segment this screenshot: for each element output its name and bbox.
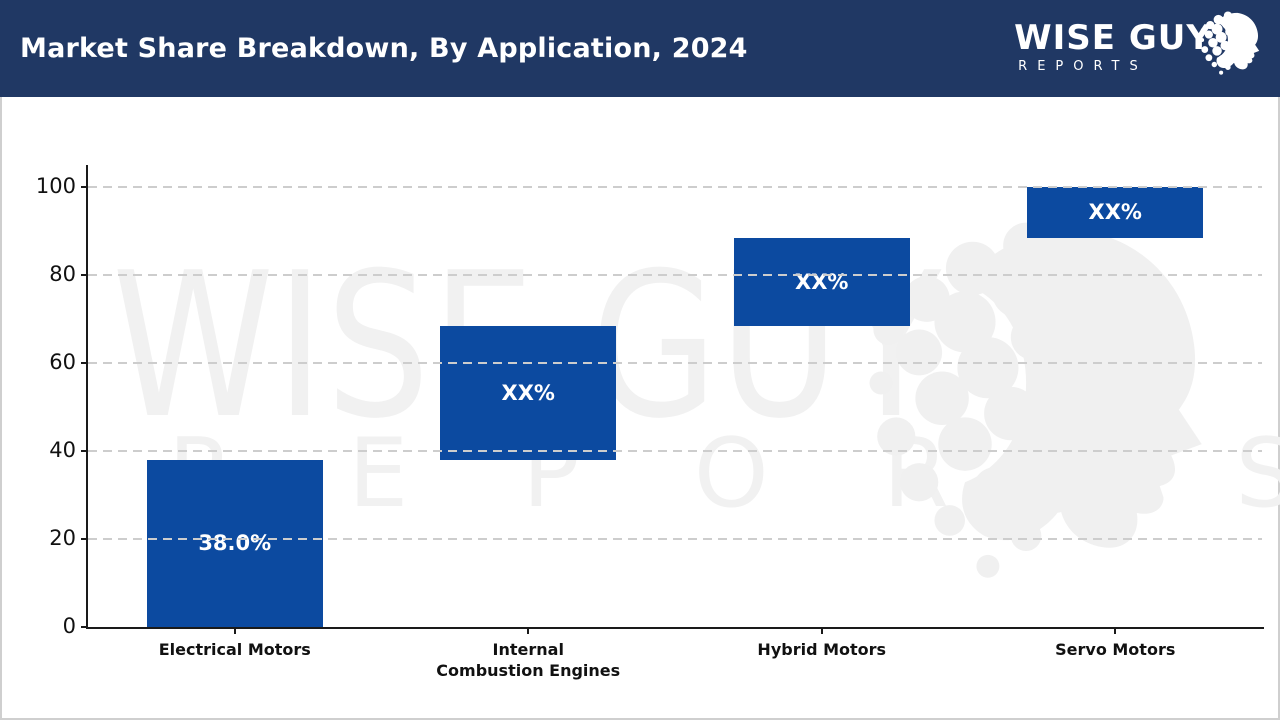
page-border-bottom: [0, 718, 1280, 720]
page-border-left: [0, 97, 2, 720]
bar-value-label: XX%: [1088, 200, 1142, 225]
x-tick-mark-3: [1114, 627, 1117, 634]
page-border-right: [1278, 97, 1280, 720]
y-tick-mark-0: [81, 626, 88, 628]
wiseguy-logo: WISE GUY REPORTS: [1014, 10, 1266, 85]
y-axis-line: [86, 165, 88, 629]
header-bar: Market Share Breakdown, By Application, …: [0, 0, 1280, 97]
y-tick-mark-40: [81, 450, 88, 452]
bar-internal-combustion-engines: XX%: [440, 325, 617, 460]
y-tick-label-100: 100: [35, 174, 76, 198]
x-category-label: Internal Combustion Engines: [436, 640, 621, 680]
gridline-80: [88, 274, 1262, 276]
logo-subtitle: REPORTS: [1018, 59, 1148, 75]
x-category-label: Hybrid Motors: [757, 640, 887, 659]
y-tick-label-40: 40: [49, 438, 76, 462]
y-tick-mark-100: [81, 186, 88, 188]
wiseguy-logo-text: WISE GUY REPORTS: [1014, 17, 1212, 75]
bar-value-label: 38.0%: [198, 531, 272, 556]
y-tick-label-0: 0: [62, 614, 76, 638]
x-category-label: Electrical Motors: [158, 640, 311, 659]
gridline-40: [88, 450, 1262, 452]
y-tick-mark-80: [81, 274, 88, 276]
y-tick-mark-20: [81, 538, 88, 540]
gridline-60: [88, 362, 1262, 364]
x-tick-mark-2: [820, 627, 823, 634]
plot-area: 38.0% XX% XX% XX%: [88, 165, 1262, 627]
x-tick-mark-0: [233, 627, 236, 634]
bar-servo-motors: XX%: [1027, 187, 1204, 238]
y-tick-label-80: 80: [49, 262, 76, 286]
gridline-100: [88, 186, 1262, 188]
x-tick-mark-1: [527, 627, 530, 634]
x-axis-line: [86, 627, 1264, 629]
y-tick-mark-60: [81, 362, 88, 364]
page-title: Market Share Breakdown, By Application, …: [20, 33, 748, 64]
logo-wordmark: WISE GUY: [1014, 17, 1212, 58]
bar-electrical-motors: 38.0%: [146, 459, 323, 627]
gridline-20: [88, 538, 1262, 540]
y-tick-label-60: 60: [49, 350, 76, 374]
y-tick-label-20: 20: [49, 526, 76, 550]
bar-value-label: XX%: [501, 380, 555, 405]
bar-value-label: XX%: [795, 269, 849, 294]
x-category-label: Servo Motors: [1055, 640, 1176, 659]
bar-hybrid-motors: XX%: [733, 237, 910, 326]
